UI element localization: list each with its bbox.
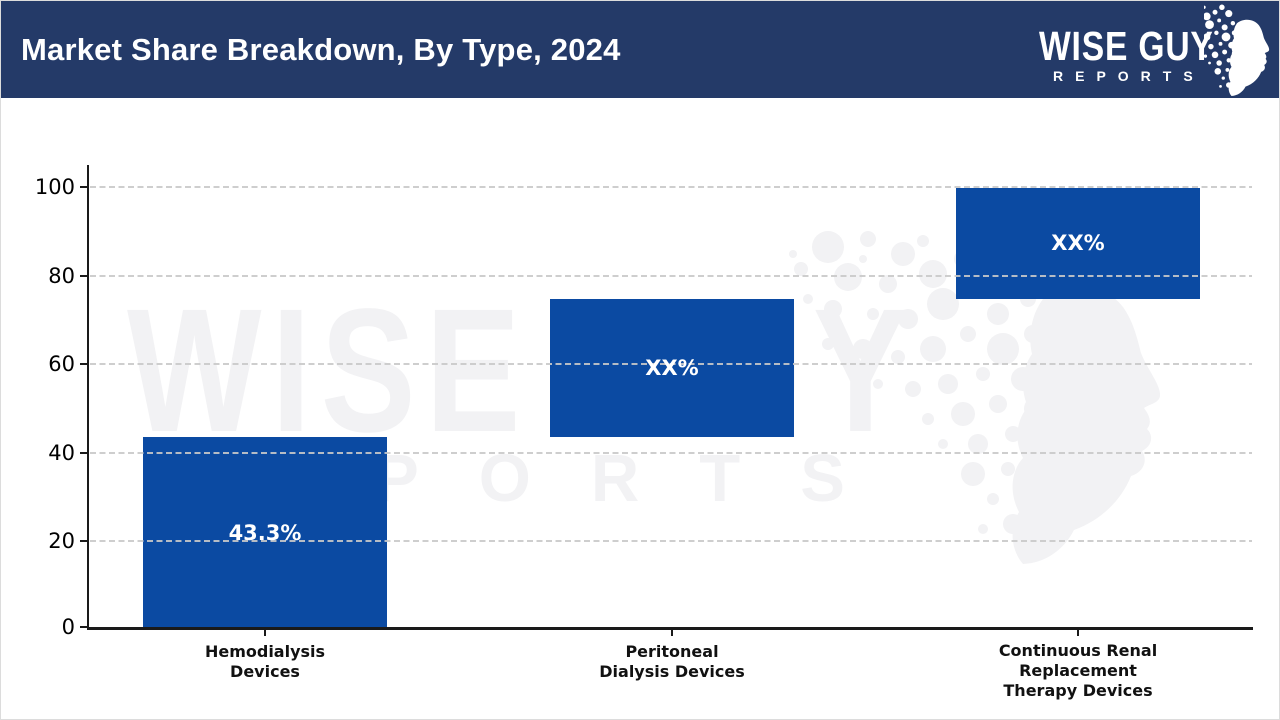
brand-dot-head-icon bbox=[1204, 4, 1270, 96]
y-tickmark bbox=[80, 626, 88, 628]
bar-value-label: XX% bbox=[1051, 231, 1105, 255]
x-tickmark bbox=[671, 630, 673, 636]
gridline-60 bbox=[90, 363, 1252, 365]
brand-wordmark: WISE GUY bbox=[1039, 23, 1214, 69]
y-tick-label: 0 bbox=[61, 615, 75, 639]
y-axis-line bbox=[87, 165, 89, 629]
chart-title: Market Share Breakdown, By Type, 2024 bbox=[21, 31, 621, 67]
brand-reports-text: REPORTS bbox=[1053, 68, 1205, 84]
gridline-20 bbox=[90, 540, 1252, 542]
category-line: Replacement bbox=[1019, 661, 1137, 680]
x-axis-line bbox=[87, 627, 1253, 630]
category-line: Continuous Renal bbox=[998, 641, 1158, 660]
header-bar: Market Share Breakdown, By Type, 2024 WI… bbox=[1, 1, 1279, 98]
y-tick-label: 20 bbox=[48, 529, 75, 553]
gridline-80 bbox=[90, 275, 1252, 277]
bar-value-label: XX% bbox=[645, 356, 699, 380]
y-tickmark bbox=[80, 363, 88, 365]
y-tick-label: 100 bbox=[34, 175, 75, 199]
category-line: Peritoneal bbox=[625, 642, 719, 661]
y-tick-label: 40 bbox=[48, 441, 75, 465]
y-tickmark bbox=[80, 275, 88, 277]
y-tickmark bbox=[80, 540, 88, 542]
y-tick-label: 80 bbox=[48, 264, 75, 288]
x-category-label: Continuous Renal Replacement Therapy Dev… bbox=[948, 641, 1208, 701]
x-tickmark bbox=[1077, 630, 1079, 636]
bar-value-label: 43.3% bbox=[228, 521, 302, 545]
y-tickmark bbox=[80, 186, 88, 188]
x-category-label: Hemodialysis Devices bbox=[135, 642, 395, 682]
gridline-40 bbox=[90, 452, 1252, 454]
bar-peritoneal-dialysis-devices bbox=[550, 299, 794, 437]
y-tickmark bbox=[80, 452, 88, 454]
gridline-100 bbox=[90, 186, 1252, 188]
y-tick-label: 60 bbox=[48, 352, 75, 376]
x-category-label: Peritoneal Dialysis Devices bbox=[542, 642, 802, 682]
category-line: Therapy Devices bbox=[1003, 681, 1153, 700]
category-line: Hemodialysis bbox=[204, 642, 326, 661]
bar-continuous-renal-replacement-therapy-devices bbox=[956, 188, 1200, 299]
category-line: Devices bbox=[230, 662, 300, 681]
category-line: Dialysis Devices bbox=[599, 662, 745, 681]
bar-hemodialysis-devices bbox=[143, 437, 387, 628]
x-tickmark bbox=[264, 630, 266, 636]
